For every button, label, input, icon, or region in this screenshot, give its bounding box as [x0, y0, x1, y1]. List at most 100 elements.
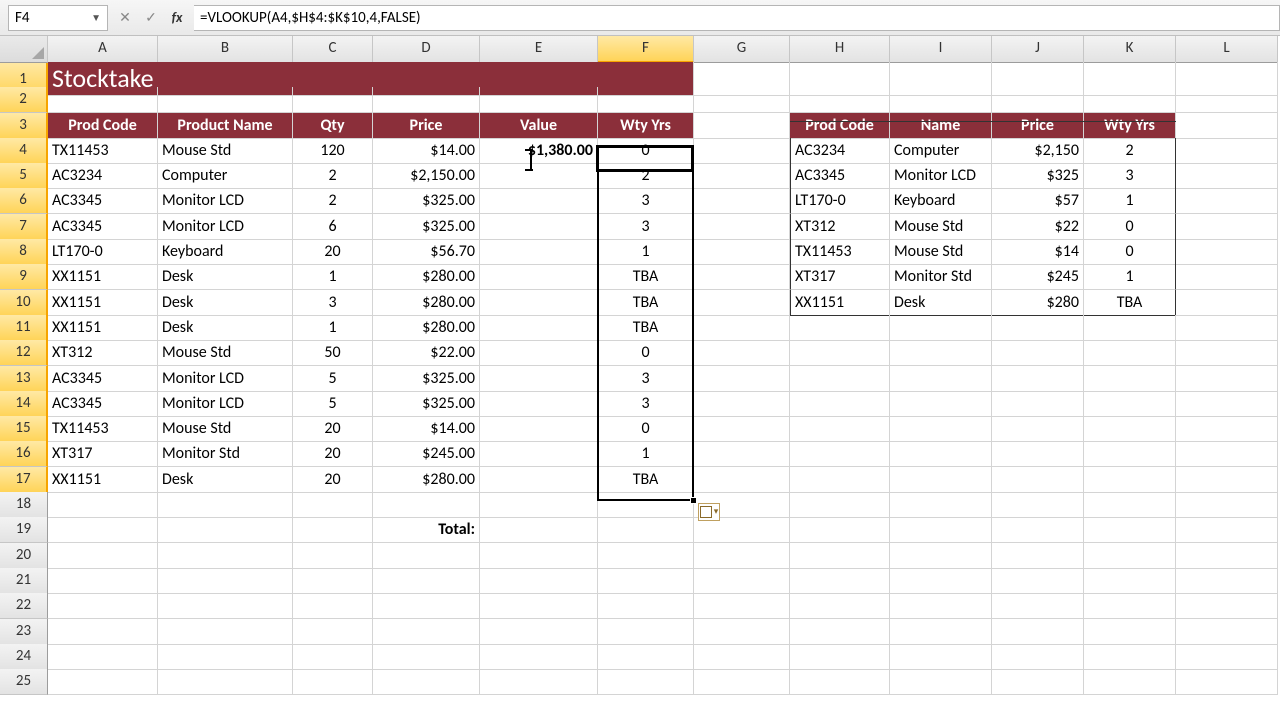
row-header-8[interactable]: 8	[0, 239, 48, 265]
cell-price[interactable]: $14.00	[373, 138, 480, 164]
column-header-B[interactable]: B	[158, 36, 293, 63]
cell-name[interactable]: Monitor LCD	[158, 214, 293, 240]
rcell-code[interactable]: XX1151	[790, 290, 890, 316]
cell[interactable]	[890, 593, 992, 619]
cell[interactable]	[480, 517, 598, 543]
rcell-wty[interactable]: TBA	[1084, 290, 1176, 316]
cell[interactable]	[158, 517, 293, 543]
cell[interactable]	[158, 619, 293, 645]
cell[interactable]	[992, 492, 1084, 518]
cell[interactable]	[293, 644, 373, 670]
cell[interactable]	[890, 441, 992, 467]
cell[interactable]	[992, 366, 1084, 392]
rcell-price[interactable]: $57	[992, 188, 1084, 214]
cell[interactable]	[992, 619, 1084, 645]
cell[interactable]	[293, 568, 373, 594]
rcell-wty[interactable]: 1	[1084, 264, 1176, 290]
rcell-name[interactable]: Keyboard	[890, 188, 992, 214]
rcell-name[interactable]: Monitor Std	[890, 264, 992, 290]
cell[interactable]	[790, 416, 890, 442]
cell-price[interactable]: $325.00	[373, 391, 480, 417]
column-header-L[interactable]: L	[1176, 36, 1278, 63]
cell[interactable]	[373, 644, 480, 670]
row-header-15[interactable]: 15	[0, 416, 48, 442]
rcell-wty[interactable]: 0	[1084, 239, 1176, 265]
cell[interactable]	[373, 492, 480, 518]
cell[interactable]	[1176, 113, 1278, 139]
cell[interactable]	[1176, 239, 1278, 265]
cell-value[interactable]: $1,380.00	[480, 138, 598, 164]
column-header-H[interactable]: H	[790, 36, 890, 63]
rcell-price[interactable]: $325	[992, 163, 1084, 189]
worksheet-grid[interactable]: ABCDEFGHIJKL1Stocktake23Prod CodeProduct…	[0, 36, 1280, 694]
cell-code[interactable]: XX1151	[48, 264, 158, 290]
cell[interactable]	[480, 568, 598, 594]
cell-wty[interactable]: 3	[598, 366, 694, 392]
cell[interactable]	[293, 543, 373, 569]
cell[interactable]	[992, 568, 1084, 594]
cell[interactable]	[1176, 543, 1278, 569]
rcell-name[interactable]: Computer	[890, 138, 992, 164]
cell[interactable]	[158, 568, 293, 594]
cell[interactable]	[694, 593, 790, 619]
cell[interactable]	[992, 644, 1084, 670]
cell[interactable]	[890, 619, 992, 645]
cell-value[interactable]	[480, 366, 598, 392]
rhdr-wty[interactable]: Wty Yrs	[1084, 113, 1176, 139]
cell-qty[interactable]: 1	[293, 315, 373, 341]
rhdr-code[interactable]: Prod Code	[790, 113, 890, 139]
cell-qty[interactable]: 20	[293, 441, 373, 467]
cell[interactable]	[1176, 264, 1278, 290]
cell[interactable]	[1084, 467, 1176, 493]
cell[interactable]	[1084, 517, 1176, 543]
cell-price[interactable]: $22.00	[373, 340, 480, 366]
total-label[interactable]: Total:	[373, 517, 480, 543]
cell[interactable]	[373, 568, 480, 594]
cell[interactable]	[890, 366, 992, 392]
cell[interactable]	[1176, 568, 1278, 594]
rcell-name[interactable]: Desk	[890, 290, 992, 316]
cell[interactable]	[1176, 619, 1278, 645]
rcell-wty[interactable]: 0	[1084, 214, 1176, 240]
cancel-icon[interactable]: ✕	[114, 7, 136, 29]
cell-code[interactable]: TX11453	[48, 416, 158, 442]
column-header-J[interactable]: J	[992, 36, 1084, 63]
cell-name[interactable]: Monitor Std	[158, 441, 293, 467]
cell[interactable]	[373, 619, 480, 645]
row-header-6[interactable]: 6	[0, 188, 48, 214]
cell-code[interactable]: AC3234	[48, 163, 158, 189]
row-header-2[interactable]: 2	[0, 87, 48, 113]
cell[interactable]	[1084, 619, 1176, 645]
cell-qty[interactable]: 120	[293, 138, 373, 164]
cell-qty[interactable]: 20	[293, 239, 373, 265]
cell[interactable]	[992, 340, 1084, 366]
cell[interactable]	[694, 366, 790, 392]
cell[interactable]	[694, 467, 790, 493]
rcell-wty[interactable]: 3	[1084, 163, 1176, 189]
cell-value[interactable]	[480, 290, 598, 316]
cell[interactable]	[158, 593, 293, 619]
fill-handle[interactable]	[690, 497, 697, 504]
cell-value[interactable]	[480, 391, 598, 417]
cell[interactable]	[694, 214, 790, 240]
cell-name[interactable]: Monitor LCD	[158, 188, 293, 214]
row-header-19[interactable]: 19	[0, 517, 48, 543]
cell[interactable]	[48, 593, 158, 619]
cell[interactable]	[1084, 391, 1176, 417]
cell-qty[interactable]: 50	[293, 340, 373, 366]
cell[interactable]	[790, 492, 890, 518]
rcell-price[interactable]: $22	[992, 214, 1084, 240]
cell-name[interactable]: Computer	[158, 163, 293, 189]
cell-value[interactable]	[480, 441, 598, 467]
row-header-11[interactable]: 11	[0, 315, 48, 341]
cell-name[interactable]: Desk	[158, 315, 293, 341]
cell[interactable]	[992, 517, 1084, 543]
cell[interactable]	[694, 644, 790, 670]
cell[interactable]	[480, 593, 598, 619]
row-header-17[interactable]: 17	[0, 467, 48, 493]
column-header-A[interactable]: A	[48, 36, 158, 63]
cell-price[interactable]: $14.00	[373, 416, 480, 442]
cell-price[interactable]: $245.00	[373, 441, 480, 467]
cell[interactable]	[1084, 543, 1176, 569]
column-header-K[interactable]: K	[1084, 36, 1176, 63]
